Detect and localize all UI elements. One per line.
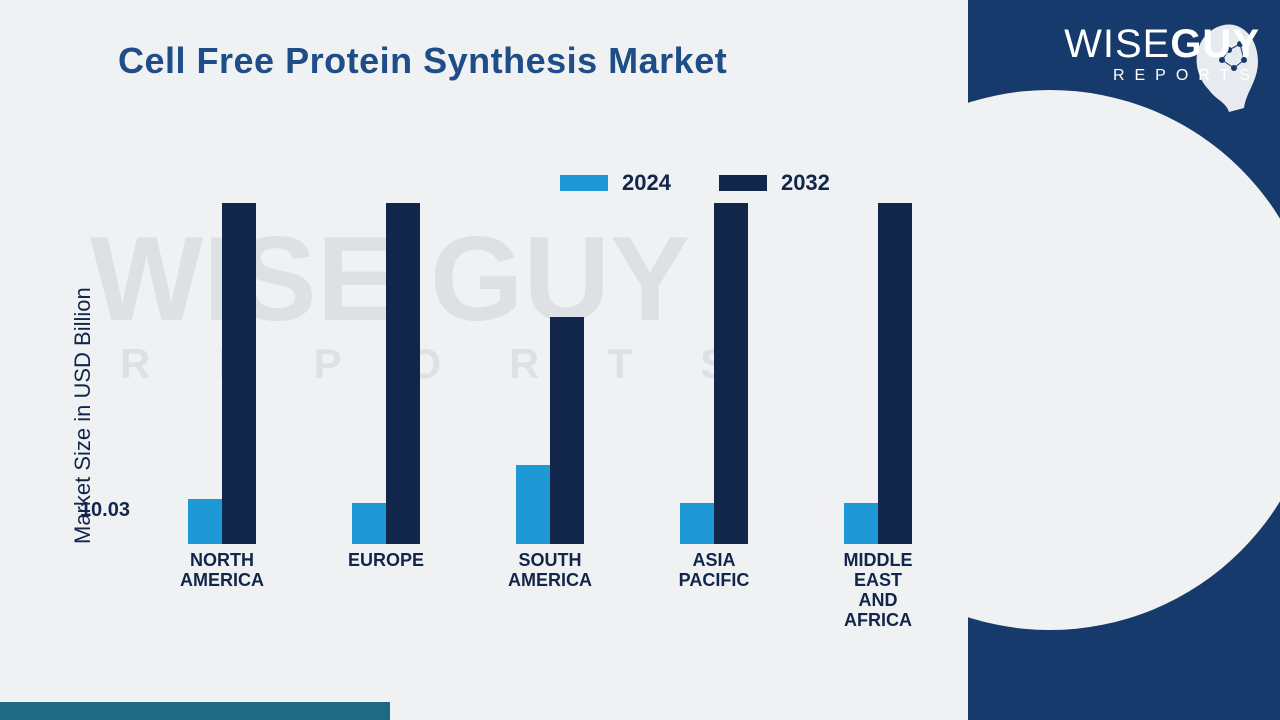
bar	[222, 203, 256, 544]
bar	[714, 203, 748, 544]
legend-swatch	[719, 175, 767, 191]
y-tick-label: 10.03	[70, 499, 130, 522]
x-tick-label: SOUTH AMERICA	[468, 550, 632, 590]
legend-label: 2032	[781, 170, 830, 196]
bar	[516, 465, 550, 544]
x-tick-label: NORTH AMERICA	[140, 550, 304, 590]
brand-logo-line1: WISEGUY	[1064, 24, 1260, 64]
bar	[188, 499, 222, 544]
bar	[878, 203, 912, 544]
brand-logo: WISEGUY REPORTS	[1064, 24, 1260, 84]
legend-item: 2032	[719, 170, 830, 196]
bar-group	[304, 200, 468, 544]
bar	[680, 503, 714, 544]
bar-group	[632, 200, 796, 544]
legend-item: 2024	[560, 170, 671, 196]
bar-group	[468, 200, 632, 544]
plot-area	[140, 200, 960, 544]
bar-group	[140, 200, 304, 544]
bar	[352, 503, 386, 544]
bar-group	[796, 200, 960, 544]
brand-logo-wise: WISE	[1064, 22, 1170, 66]
bar	[550, 317, 584, 544]
chart-title: Cell Free Protein Synthesis Market	[118, 40, 727, 82]
bar	[386, 203, 420, 544]
bottom-accent-bar	[0, 702, 390, 720]
x-tick-label: MIDDLE EAST AND AFRICA	[796, 550, 960, 630]
x-tick-label: EUROPE	[304, 550, 468, 570]
infographic-root: WISE GUY R E P O R T S Cell Free Protein…	[0, 0, 1280, 720]
legend-label: 2024	[622, 170, 671, 196]
bar	[844, 503, 878, 544]
brand-logo-guy: GUY	[1170, 22, 1260, 66]
legend-swatch	[560, 175, 608, 191]
legend: 2024 2032	[560, 170, 830, 196]
x-tick-label: ASIA PACIFIC	[632, 550, 796, 590]
brand-logo-line2: REPORTS	[1064, 68, 1260, 84]
